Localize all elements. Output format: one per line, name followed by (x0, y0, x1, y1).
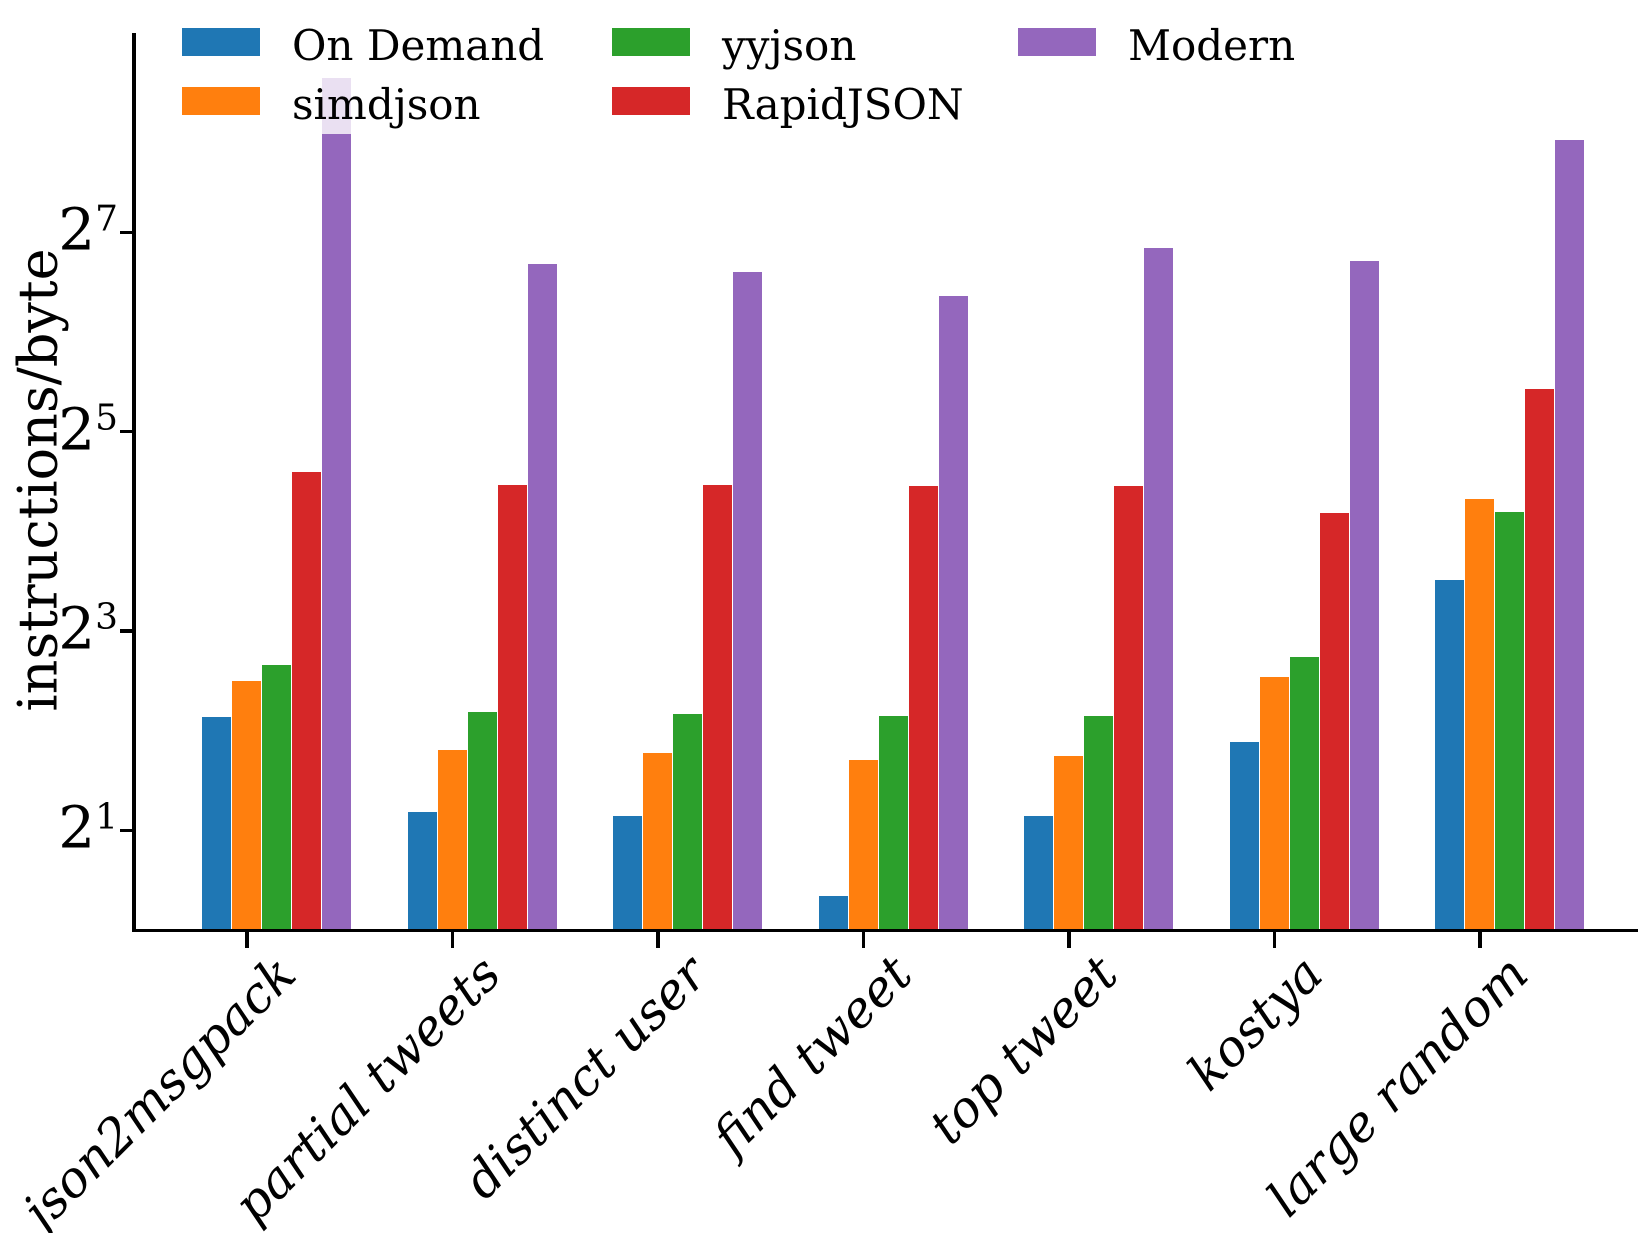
bar-group-distinct-user (613, 33, 763, 930)
bar-modern-kostya (1349, 260, 1379, 930)
bar-group-large-random (1435, 33, 1585, 930)
bar-rapidjson-top-tweet (1114, 485, 1144, 930)
legend-label: On Demand (292, 21, 545, 70)
bar-simdjson-large-random (1465, 499, 1495, 930)
legend-label: yyjson (722, 21, 857, 70)
x-axis-line (132, 928, 1638, 932)
legend-label: simdjson (292, 80, 481, 129)
y-axis-line (132, 33, 136, 932)
bar-modern-distinct-user (733, 271, 763, 930)
bar-yyjson-kostya (1289, 657, 1319, 930)
x-tick-label-top-tweet: top tweet (917, 944, 1129, 1156)
legend-swatch (612, 87, 690, 115)
bar-rapidjson-partial-tweets (497, 484, 527, 930)
bar-yyjson-large-random (1495, 512, 1525, 930)
bar-modern-find-tweet (938, 296, 968, 930)
bar-rapidjson-json2msgpack (292, 471, 322, 930)
bar-on-demand-large-random (1435, 580, 1465, 930)
bar-group-partial-tweets (407, 33, 558, 930)
bar-modern-top-tweet (1144, 247, 1174, 930)
bar-simdjson-json2msgpack (232, 681, 262, 930)
legend-label: RapidJSON (722, 80, 964, 129)
legend-label: Modern (1128, 21, 1296, 70)
x-axis-tick (1067, 932, 1071, 948)
bar-group-kostya (1229, 33, 1380, 930)
bar-group-json2msgpack (202, 33, 352, 930)
legend-swatch (612, 28, 690, 56)
bar-on-demand-json2msgpack (202, 717, 232, 930)
bar-group-top-tweet (1024, 33, 1174, 930)
legend-swatch (182, 28, 260, 56)
bar-simdjson-distinct-user (643, 753, 673, 930)
bar-rapidjson-large-random (1525, 388, 1555, 930)
x-axis-tick (656, 932, 660, 948)
bar-yyjson-partial-tweets (467, 712, 497, 930)
bar-on-demand-distinct-user (613, 816, 643, 930)
legend-swatch (1018, 28, 1096, 56)
y-tick-label: 25 (58, 395, 118, 464)
bar-modern-json2msgpack (322, 77, 352, 930)
bar-on-demand-top-tweet (1024, 816, 1054, 930)
y-tick-label: 27 (58, 196, 118, 265)
x-axis-tick (245, 932, 249, 948)
bar-modern-partial-tweets (527, 263, 557, 930)
bar-rapidjson-find-tweet (908, 485, 938, 930)
x-tick-label-find-tweet: find tweet (701, 944, 924, 1167)
bar-modern-large-random (1555, 140, 1585, 930)
y-axis-tick (120, 629, 133, 633)
y-axis-tick (120, 230, 133, 235)
bar-on-demand-partial-tweets (407, 811, 437, 930)
bar-simdjson-top-tweet (1054, 756, 1084, 930)
bar-yyjson-find-tweet (878, 716, 908, 930)
bar-yyjson-json2msgpack (262, 665, 292, 930)
bar-simdjson-find-tweet (848, 760, 878, 930)
x-axis-tick (450, 932, 455, 948)
bar-group-find-tweet (818, 33, 969, 930)
bar-rapidjson-distinct-user (703, 484, 733, 930)
x-tick-label-kostya: kostya (1176, 944, 1335, 1102)
bar-on-demand-find-tweet (818, 895, 848, 930)
bar-on-demand-kostya (1229, 742, 1259, 930)
y-axis-tick (120, 429, 133, 434)
legend: On Demand simdjson yyjson RapidJSON Modern (160, 6, 1340, 134)
y-tick-label: 23 (58, 594, 118, 663)
y-axis-tick (120, 828, 133, 833)
x-axis-tick (1478, 932, 1482, 948)
plot-area (135, 33, 1635, 930)
bar-rapidjson-kostya (1319, 512, 1349, 930)
bar-simdjson-kostya (1259, 676, 1289, 930)
x-axis-tick (861, 932, 866, 948)
bar-simdjson-partial-tweets (437, 749, 467, 930)
x-axis-tick (1272, 932, 1277, 948)
bar-yyjson-distinct-user (673, 713, 703, 930)
y-tick-label: 21 (58, 794, 118, 863)
bar-yyjson-top-tweet (1084, 715, 1114, 930)
legend-swatch (182, 87, 260, 115)
